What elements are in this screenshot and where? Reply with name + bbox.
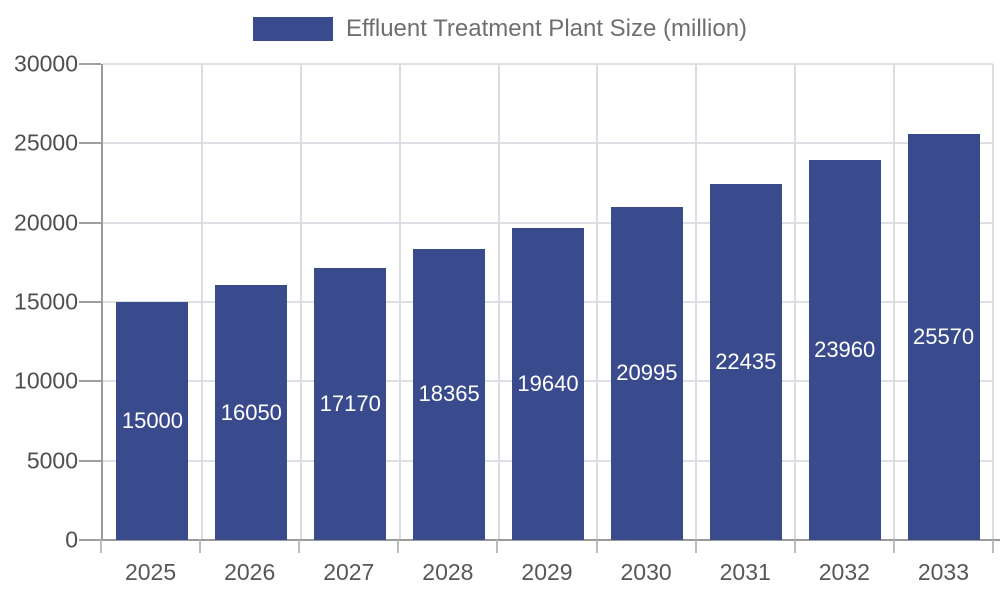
y-tick-mark <box>79 380 101 383</box>
v-gridline <box>299 64 302 540</box>
y-tick-label: 10000 <box>14 367 78 394</box>
h-gridline <box>103 142 993 145</box>
bar-value-label: 15000 <box>121 408 184 433</box>
bar-slot: 17170 <box>301 64 400 540</box>
bar: 15000 <box>116 302 189 540</box>
x-tick-label: 2030 <box>620 559 672 585</box>
bar: 22435 <box>709 184 782 540</box>
y-tick-label: 15000 <box>14 288 78 315</box>
x-tick-mark <box>992 540 994 553</box>
x-axis-line <box>99 539 1000 541</box>
bar-value-label: 20995 <box>616 360 678 386</box>
y-tick-mark <box>79 539 101 541</box>
x-tick-mark <box>298 540 301 553</box>
y-tick-mark <box>79 221 101 224</box>
v-gridline <box>992 64 994 540</box>
legend: Effluent Treatment Plant Size (million) <box>0 15 1000 43</box>
y-tick-mark <box>79 63 101 65</box>
bar: 19640 <box>512 228 584 540</box>
bar-value-label: 22435 <box>715 349 777 375</box>
v-gridline <box>398 64 401 540</box>
plot-area: 15000 16050 17170 18365 19640 20995 22435 23960… <box>101 63 994 540</box>
x-tick-mark <box>793 540 796 553</box>
x-tick-mark <box>694 540 697 553</box>
bar-value-label: 17170 <box>319 390 381 416</box>
y-tick-label: 25000 <box>14 129 78 156</box>
y-tick-label: 0 <box>65 526 78 553</box>
h-gridline <box>103 221 993 224</box>
x-axis-tick-labels: 2025 2026 2027 2028 2029 2030 2031 2032 2033 <box>101 558 993 586</box>
y-tick-mark <box>79 301 101 303</box>
bar-slot: 18365 <box>400 64 499 540</box>
bar-value-label: 19640 <box>517 371 579 397</box>
legend-swatch <box>252 17 333 41</box>
y-axis-tick-labels: 0 5000 10000 15000 20000 25000 30000 <box>0 51 78 553</box>
bar: 20995 <box>610 206 683 540</box>
x-tick-label: 2032 <box>818 559 870 585</box>
bar: 25570 <box>907 134 980 540</box>
y-tick-label: 30000 <box>14 50 78 77</box>
x-tick-mark <box>892 540 895 553</box>
x-tick-label: 2031 <box>719 559 771 585</box>
v-gridline <box>497 64 500 540</box>
bar-value-label: 16050 <box>220 399 282 425</box>
bar-slot: 25570 <box>894 64 993 540</box>
bar: 16050 <box>215 285 288 540</box>
bar: 18365 <box>413 248 486 540</box>
bar: 17170 <box>314 267 387 540</box>
bar-slot: 19640 <box>499 64 598 540</box>
x-tick-mark <box>199 540 202 553</box>
bar-series: 15000 16050 17170 18365 19640 20995 22435 23960… <box>103 64 993 540</box>
x-tick-label: 2033 <box>917 559 970 585</box>
x-tick-mark <box>595 540 598 553</box>
v-gridline <box>893 64 896 540</box>
bar-slot: 20995 <box>597 64 696 540</box>
bar-value-label: 18365 <box>418 381 480 407</box>
x-tick-label: 2025 <box>124 559 177 585</box>
v-gridline <box>695 64 698 540</box>
bar-slot: 16050 <box>202 64 301 540</box>
x-tick-label: 2029 <box>521 559 573 585</box>
x-axis-ticks <box>100 540 994 553</box>
legend-label: Effluent Treatment Plant Size (million) <box>345 15 748 42</box>
bar: 23960 <box>808 159 881 540</box>
x-tick-label: 2026 <box>224 559 276 585</box>
x-tick-mark <box>100 540 102 553</box>
h-gridline <box>103 63 993 65</box>
y-tick-label: 20000 <box>14 209 78 236</box>
bar-slot: 23960 <box>795 64 894 540</box>
v-gridline <box>200 64 203 540</box>
y-tick-mark <box>79 142 101 145</box>
v-gridline <box>596 64 599 540</box>
bar-slot: 22435 <box>696 64 795 540</box>
x-tick-label: 2028 <box>422 559 474 585</box>
bar-slot: 15000 <box>103 64 202 540</box>
x-tick-mark <box>397 540 400 553</box>
y-axis-ticks <box>79 63 101 541</box>
bar-value-label: 23960 <box>814 336 876 362</box>
x-tick-label: 2027 <box>323 559 375 585</box>
v-gridline <box>794 64 797 540</box>
y-tick-mark <box>79 459 101 462</box>
x-tick-mark <box>496 540 499 553</box>
y-tick-label: 5000 <box>26 447 78 474</box>
bar-value-label: 25570 <box>912 324 975 350</box>
